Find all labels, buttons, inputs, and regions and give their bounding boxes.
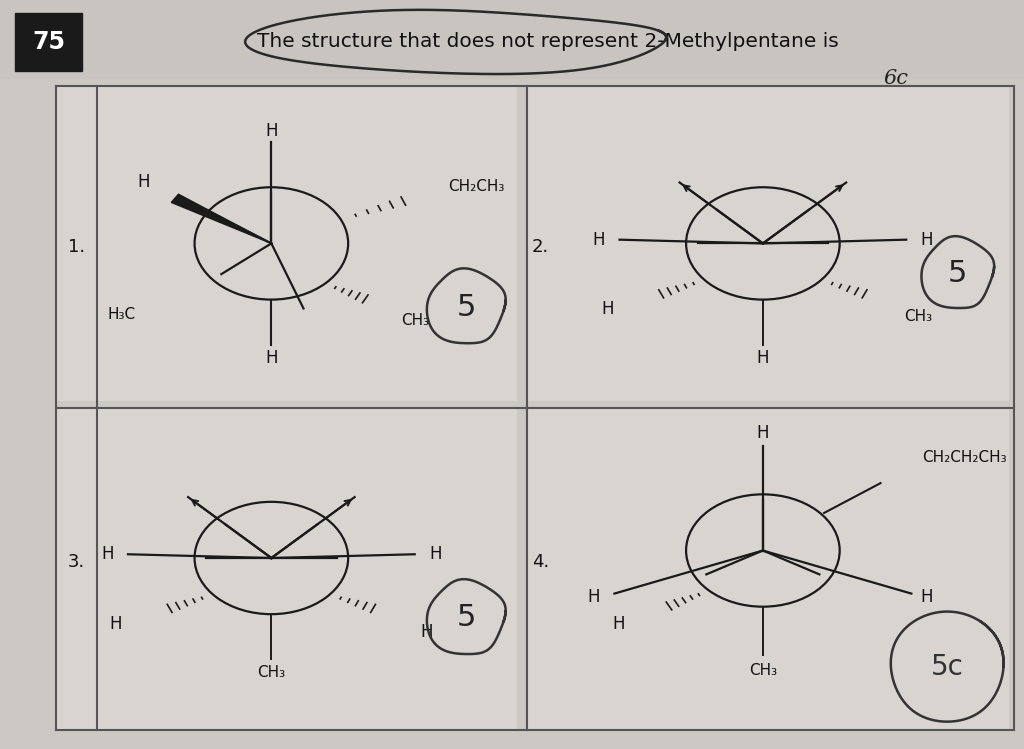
Text: CH₃: CH₃ [904,309,932,324]
Text: H: H [421,622,433,640]
Text: The structure that does not represent 2-Methylpentane is: The structure that does not represent 2-… [257,32,839,52]
Text: 5c: 5c [931,652,964,681]
Text: H: H [101,545,114,563]
Text: 5: 5 [457,293,475,321]
Text: H: H [137,173,150,191]
Text: 5: 5 [948,259,967,288]
Text: H: H [265,349,278,367]
FancyBboxPatch shape [527,86,1009,401]
Text: 6c: 6c [884,69,908,88]
Text: CH₃: CH₃ [401,313,430,328]
Text: H₃C: H₃C [108,307,135,322]
Text: H: H [757,424,769,442]
Text: 75: 75 [33,30,66,54]
Text: H: H [921,588,933,607]
Text: H: H [612,615,625,633]
Text: H: H [429,545,441,563]
Text: CH₂CH₂CH₃: CH₂CH₂CH₃ [923,450,1007,465]
Text: 3.: 3. [69,553,85,571]
Text: CH₃: CH₃ [257,665,286,680]
Text: H: H [601,300,613,318]
Text: H: H [921,231,933,249]
Text: 5: 5 [457,604,475,632]
Text: H: H [593,231,605,249]
Text: 1.: 1. [69,238,85,256]
Text: H: H [265,122,278,140]
Text: 2.: 2. [532,238,549,256]
Text: CH₂CH₃: CH₂CH₃ [449,179,505,194]
Text: CH₃: CH₃ [749,663,777,678]
FancyBboxPatch shape [527,408,1009,730]
Text: 4.: 4. [532,553,549,571]
Text: H: H [757,349,769,367]
FancyBboxPatch shape [56,408,517,730]
FancyBboxPatch shape [15,13,82,71]
Polygon shape [171,194,271,243]
FancyBboxPatch shape [0,0,1024,79]
Text: H: H [588,588,600,607]
FancyBboxPatch shape [56,86,517,401]
Text: H: H [110,615,122,633]
